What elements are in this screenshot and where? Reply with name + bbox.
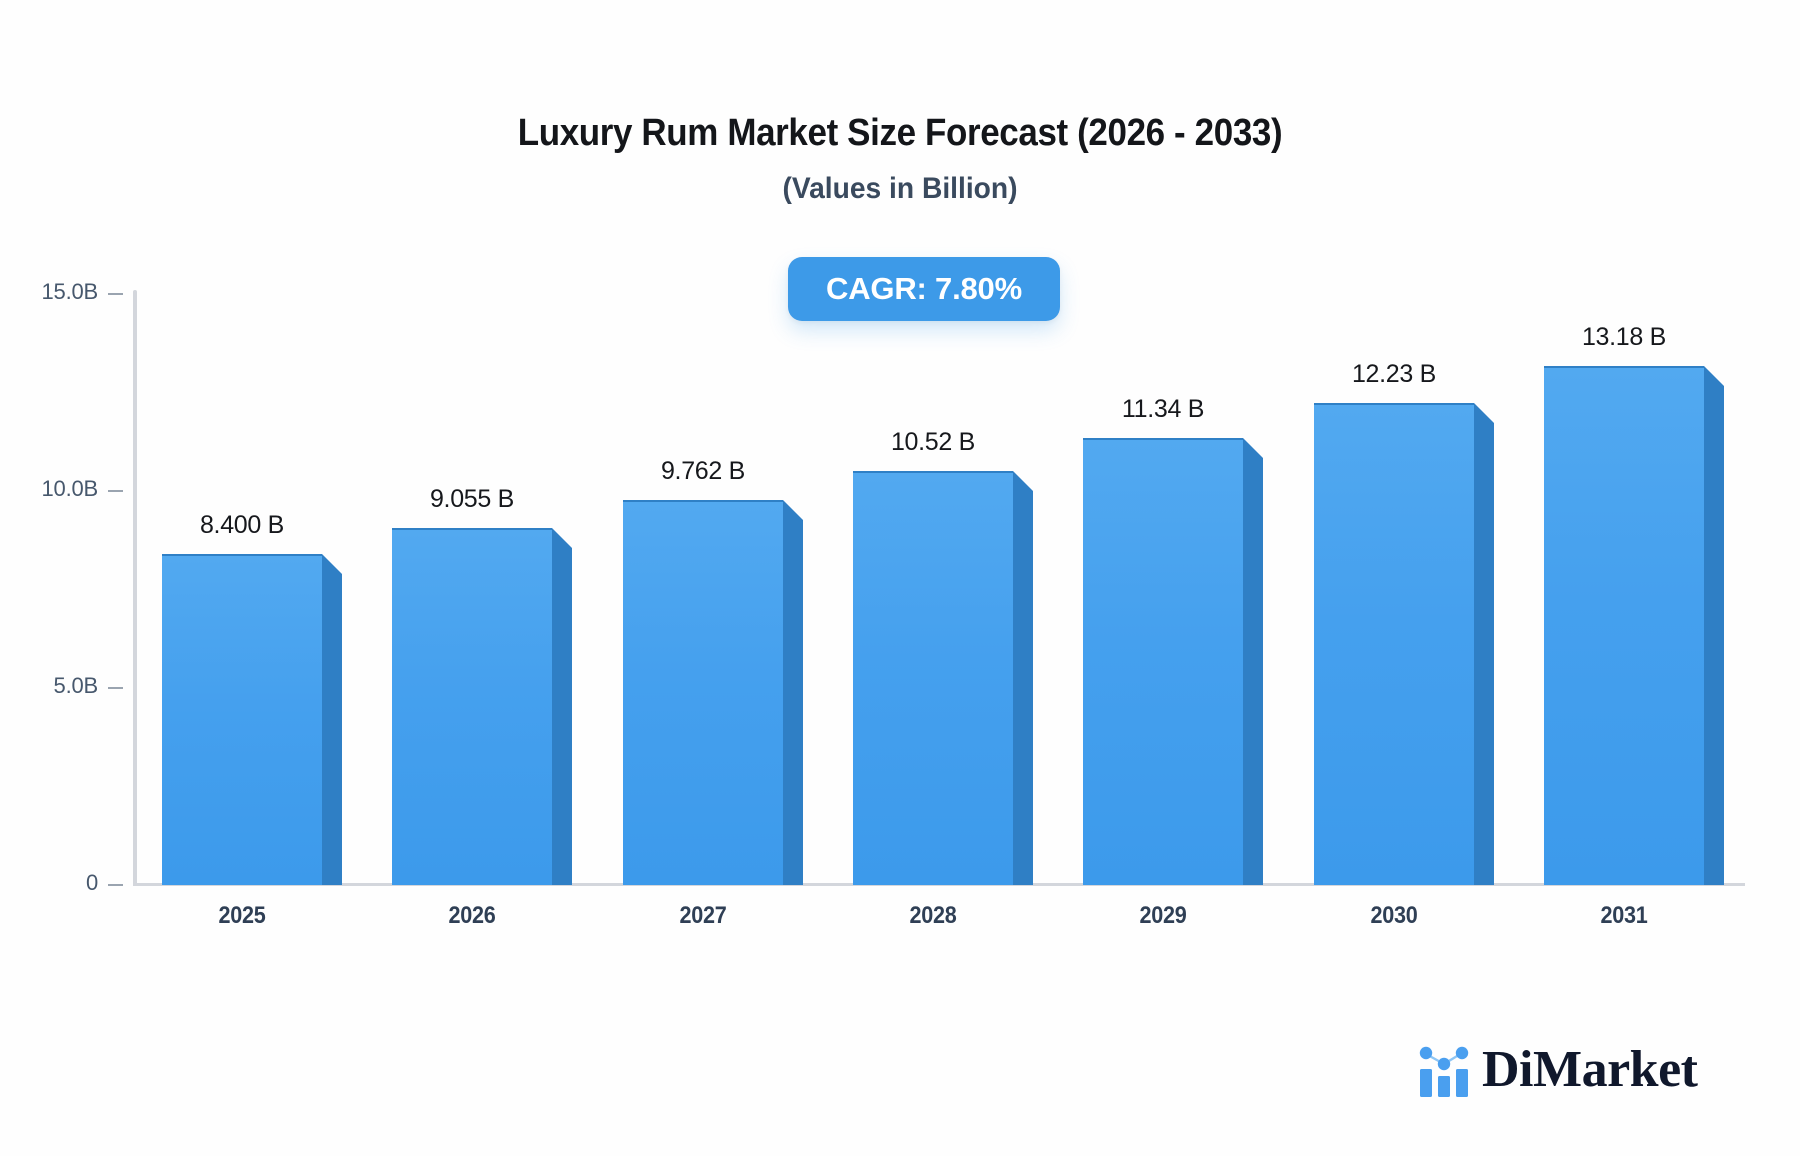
bar-top-bevel: [1474, 403, 1494, 424]
x-axis-label-2026: 2026: [448, 902, 496, 929]
bar-front-face: [1544, 365, 1704, 885]
bar-side-face: [1474, 423, 1494, 885]
bar-top-bevel: [322, 554, 342, 575]
bar-side-face: [552, 548, 572, 885]
bar-value-label: 12.23 B: [1351, 360, 1437, 389]
bar-2026[interactable]: 9.055 B: [392, 485, 572, 885]
bar-2030[interactable]: 12.23 B: [1314, 360, 1494, 885]
bar-front-face: [1083, 438, 1243, 885]
y-axis-tick-mark: [108, 884, 123, 886]
bar-side-face: [1704, 385, 1724, 885]
bar-value-label: 11.34 B: [1121, 395, 1205, 424]
logo-mark-svg: [1419, 1046, 1469, 1097]
bar-2028[interactable]: 10.52 B: [853, 428, 1033, 885]
bar-2031[interactable]: 13.18 B: [1544, 323, 1724, 885]
bar-value-label: 9.762 B: [660, 457, 746, 486]
bar-2029[interactable]: 11.34 B: [1083, 395, 1263, 885]
cagr-badge: CAGR: 7.80%: [788, 257, 1060, 321]
y-axis-tick-label: 15.0B: [41, 279, 99, 304]
x-axis-label-2030: 2030: [1370, 902, 1418, 929]
bar-front-face: [392, 528, 552, 885]
y-axis-tick-mark: [108, 687, 123, 689]
chart-subtitle: (Values in Billion): [782, 172, 1018, 205]
y-axis-line: [133, 290, 137, 885]
y-axis-tick-mark: [108, 490, 123, 492]
bar-value-label: 9.055 B: [429, 485, 515, 514]
x-axis-label-2029: 2029: [1139, 902, 1187, 929]
y-axis-tick-label: 0: [85, 870, 98, 895]
bar-chart-logo-icon: [1418, 1043, 1470, 1097]
y-axis-tick-mark: [108, 293, 123, 295]
bar-side-face: [1243, 458, 1263, 885]
bar-top-bevel: [1013, 470, 1033, 491]
bar-front-face: [623, 500, 783, 885]
bar-top-bevel: [1704, 365, 1724, 386]
plot-area: 8.400 B 9.055 B 9.762 B 10.52 B 11.34 B 12.23…: [133, 290, 1745, 888]
bar-top-bevel: [552, 528, 572, 549]
x-axis-label-2027: 2027: [679, 902, 727, 929]
page-title: Luxury Rum Market Size Forecast (2026 - …: [517, 112, 1283, 154]
cagr-badge-label: CAGR: 7.80%: [826, 271, 1022, 306]
x-axis-label-2031: 2031: [1600, 902, 1648, 929]
brand-logo: DiMarket: [1418, 1041, 1698, 1098]
bar-value-label: 8.400 B: [199, 511, 285, 540]
bar-value-label: 13.18 B: [1581, 322, 1667, 351]
bar-side-face: [783, 520, 803, 885]
bar-side-face: [1013, 490, 1033, 885]
bar-top-bevel: [1243, 438, 1263, 459]
bar-front-face: [1314, 403, 1474, 885]
bar-value-label: 10.52 B: [890, 427, 976, 456]
logo-text: DiMarket: [1482, 1041, 1698, 1098]
x-axis-label-2025: 2025: [218, 902, 266, 929]
bar-side-face: [322, 574, 342, 885]
bar-front-face: [162, 554, 322, 885]
y-axis-tick-label: 10.0B: [41, 476, 99, 501]
x-axis-label-2028: 2028: [909, 902, 957, 929]
bar-front-face: [853, 470, 1013, 885]
bar-2025[interactable]: 8.400 B: [162, 511, 342, 885]
bar-top-bevel: [783, 500, 803, 521]
bar-2027[interactable]: 9.762 B: [623, 457, 803, 885]
y-axis-tick-label: 5.0B: [53, 673, 99, 698]
